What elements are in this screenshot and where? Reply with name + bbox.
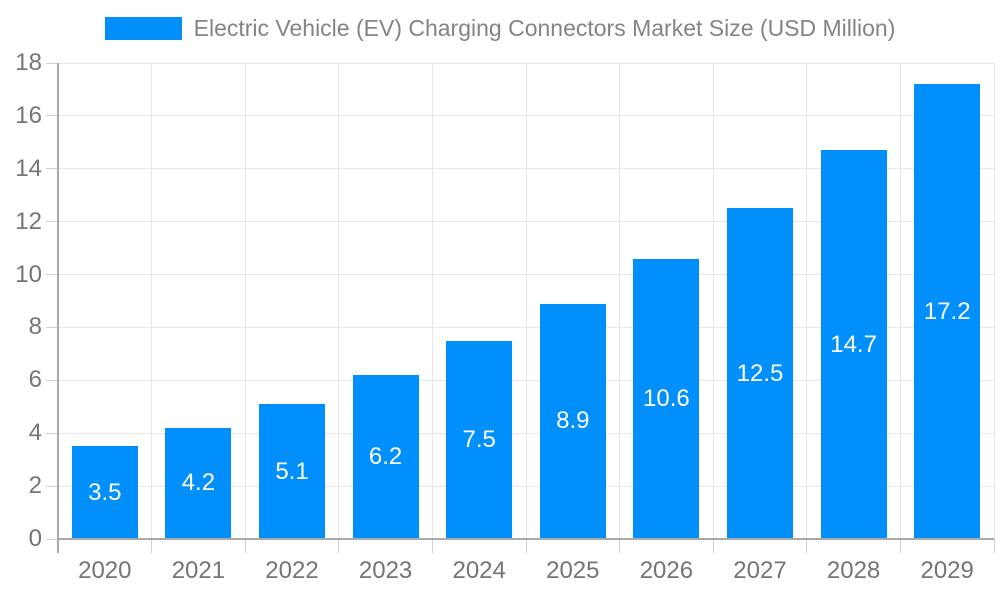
y-axis-line bbox=[57, 63, 59, 553]
y-tick-label: 16 bbox=[15, 101, 42, 129]
bar[interactable]: 4.2 bbox=[165, 427, 232, 539]
x-tick-label: 2026 bbox=[639, 557, 694, 584]
x-axis-tick bbox=[899, 539, 901, 553]
bar-value-label: 14.7 bbox=[830, 330, 877, 358]
y-tick-label: 12 bbox=[15, 207, 42, 235]
x-axis-tick bbox=[525, 539, 527, 553]
y-axis-tick bbox=[46, 538, 58, 540]
bar-value-label: 5.1 bbox=[275, 457, 309, 485]
x-axis-tick bbox=[431, 539, 433, 553]
bar-value-label: 3.5 bbox=[88, 478, 122, 506]
x-axis-tick bbox=[151, 539, 153, 553]
y-axis-tick bbox=[46, 379, 58, 381]
x-axis-tick bbox=[619, 539, 621, 553]
gridline-vertical bbox=[525, 63, 527, 539]
y-axis-tick bbox=[46, 485, 58, 487]
y-axis-tick bbox=[46, 274, 58, 276]
x-tick-label: 2021 bbox=[171, 557, 226, 584]
bar-value-label: 8.9 bbox=[556, 407, 590, 435]
x-axis-tick bbox=[338, 539, 340, 553]
x-tick-label: 2029 bbox=[920, 557, 974, 584]
x-axis-line bbox=[58, 538, 994, 540]
bar[interactable]: 8.9 bbox=[539, 303, 606, 539]
gridline-vertical bbox=[338, 63, 340, 539]
x-tick-label: 2024 bbox=[452, 557, 506, 584]
bar-value-label: 4.2 bbox=[181, 469, 216, 497]
y-tick-label: 8 bbox=[28, 313, 42, 341]
x-axis-tick bbox=[806, 539, 808, 553]
gridline-vertical bbox=[993, 63, 995, 539]
y-tick-label: 0 bbox=[28, 525, 42, 552]
bar[interactable]: 7.5 bbox=[446, 340, 513, 539]
bar[interactable]: 6.2 bbox=[352, 375, 419, 539]
gridline-vertical bbox=[431, 63, 433, 539]
x-axis-tick bbox=[244, 539, 246, 553]
gridline-vertical bbox=[899, 63, 901, 539]
gridline-vertical bbox=[151, 63, 153, 539]
bar[interactable]: 17.2 bbox=[914, 84, 981, 539]
bar[interactable]: 3.5 bbox=[71, 446, 138, 539]
x-tick-label: 2022 bbox=[265, 557, 319, 584]
y-tick-label: 14 bbox=[15, 154, 42, 182]
y-axis-tick bbox=[46, 115, 58, 117]
y-axis-tick bbox=[46, 221, 58, 223]
gridline-vertical bbox=[806, 63, 808, 539]
y-tick-label: 6 bbox=[28, 366, 42, 394]
gridline-vertical bbox=[619, 63, 621, 539]
bar-value-label: 17.2 bbox=[923, 297, 971, 325]
x-tick-label: 2020 bbox=[78, 557, 132, 584]
bar[interactable]: 5.1 bbox=[259, 404, 325, 539]
chart-legend[interactable]: Electric Vehicle (EV) Charging Connector… bbox=[0, 14, 1000, 42]
legend-label[interactable]: Electric Vehicle (EV) Charging Connector… bbox=[193, 15, 896, 41]
x-tick-label: 2028 bbox=[826, 557, 881, 584]
x-tick-label: 2023 bbox=[358, 557, 413, 584]
y-axis-tick bbox=[46, 326, 58, 328]
bar[interactable]: 10.6 bbox=[633, 258, 700, 539]
y-axis-tick bbox=[46, 62, 58, 64]
bar[interactable]: 12.5 bbox=[727, 208, 793, 539]
bar-value-label: 10.6 bbox=[643, 384, 690, 412]
x-axis-tick bbox=[993, 539, 995, 553]
y-tick-label: 2 bbox=[28, 472, 42, 500]
y-tick-label: 4 bbox=[28, 419, 42, 447]
gridline-vertical bbox=[712, 63, 714, 539]
y-axis-tick bbox=[46, 432, 58, 434]
bar[interactable]: 14.7 bbox=[820, 150, 887, 539]
bar-value-label: 12.5 bbox=[736, 359, 784, 387]
bar-value-label: 7.5 bbox=[462, 425, 496, 453]
gridline-vertical bbox=[244, 63, 246, 539]
x-axis-tick bbox=[712, 539, 714, 553]
y-tick-label: 10 bbox=[15, 260, 42, 288]
x-tick-label: 2025 bbox=[546, 557, 600, 584]
bar-value-label: 6.2 bbox=[368, 443, 403, 470]
y-axis-tick bbox=[46, 168, 58, 170]
y-tick-label: 18 bbox=[15, 49, 42, 76]
x-tick-label: 2027 bbox=[733, 557, 787, 584]
legend-marker[interactable] bbox=[104, 16, 182, 40]
